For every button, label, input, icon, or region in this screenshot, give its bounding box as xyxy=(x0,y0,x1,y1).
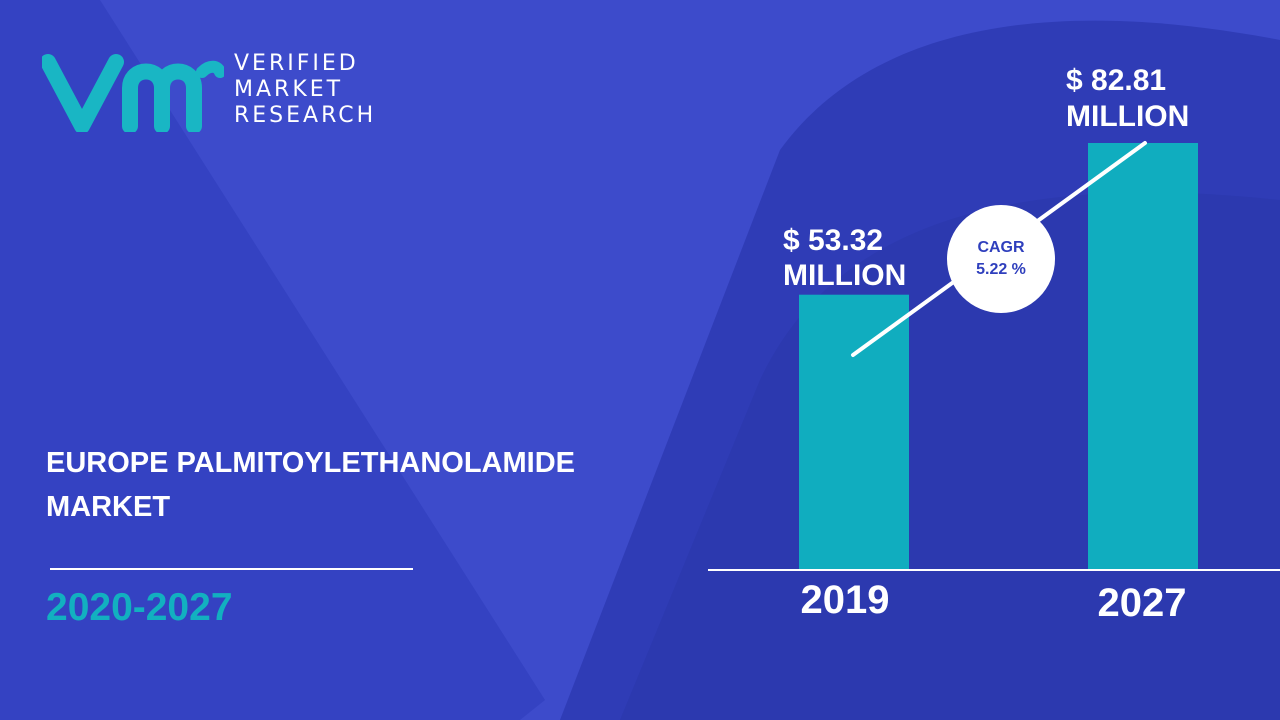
bar-2019 xyxy=(799,294,909,569)
forecast-period: 2020-2027 xyxy=(46,586,233,629)
brand-line-market: MARKET xyxy=(234,77,344,102)
logo-icon xyxy=(42,54,224,132)
cagr-badge: CAGR 5.22 % xyxy=(947,205,1055,313)
value-label-2019-amount: $ 53.32 xyxy=(783,224,884,257)
value-label-2027-unit: MILLION xyxy=(1066,100,1190,133)
cagr-label: CAGR xyxy=(977,239,1025,256)
x-tick-2019: 2019 xyxy=(800,578,890,622)
report-title-line-1: EUROPE PALMITOYLETHANOLAMIDE xyxy=(46,447,575,479)
brand-line-research: RESEARCH xyxy=(234,103,377,128)
title-divider xyxy=(50,568,413,570)
bar-2027 xyxy=(1088,143,1198,569)
value-label-2019-unit: MILLION xyxy=(783,259,907,292)
report-title-line-2: MARKET xyxy=(46,491,171,523)
cagr-value: 5.22 % xyxy=(976,261,1026,278)
value-label-2027-amount: $ 82.81 xyxy=(1066,64,1167,97)
brand-line-verified: VERIFIED xyxy=(234,51,359,76)
x-tick-2027: 2027 xyxy=(1097,581,1187,625)
